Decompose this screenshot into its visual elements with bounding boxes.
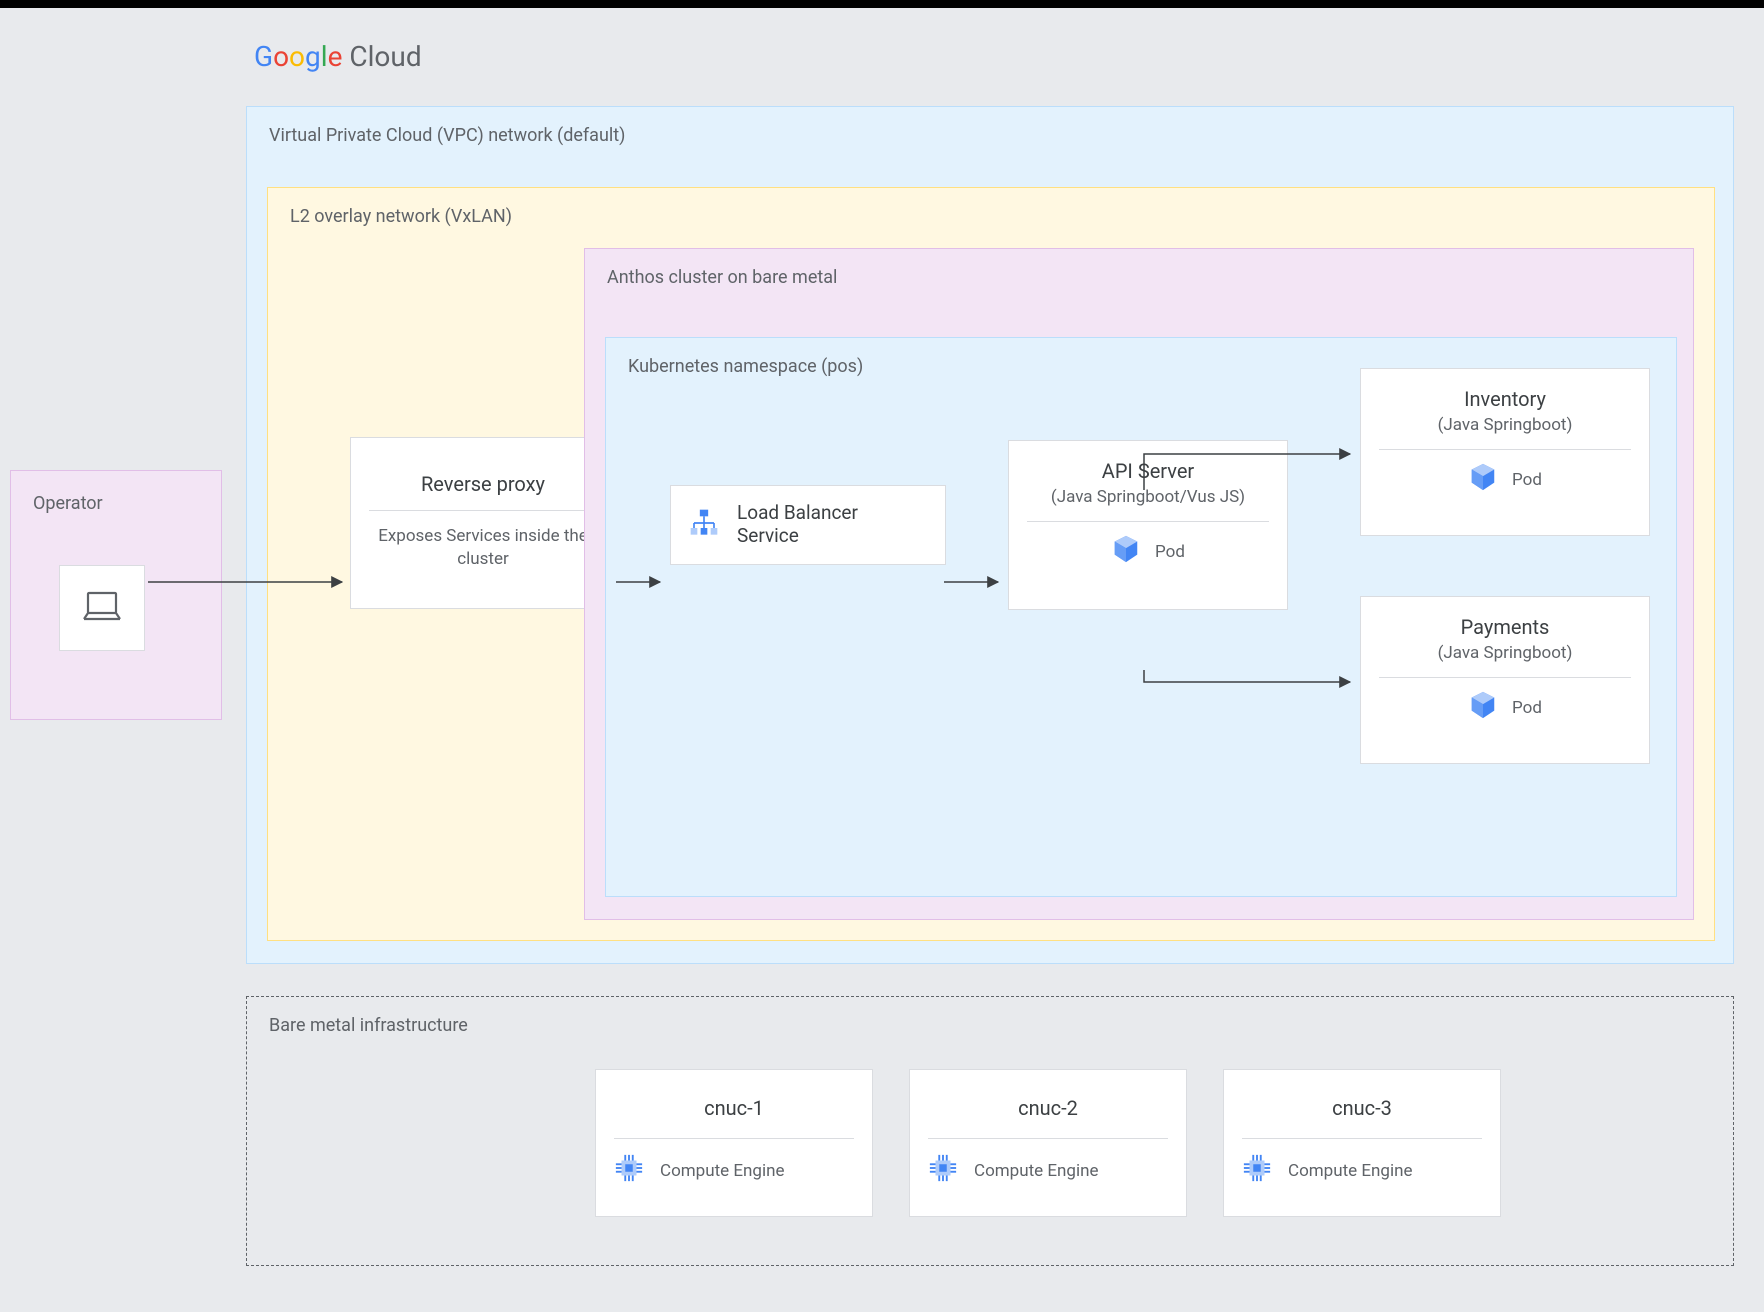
divider [928,1138,1168,1139]
reverse-proxy-title: Reverse proxy [351,472,615,496]
bm1-footer-text: Compute Engine [660,1161,785,1181]
api-server-footer: Pod [1009,534,1287,569]
logo-product: Cloud [349,40,421,73]
google-cloud-logo: Google Cloud [254,40,422,73]
divider [1242,1138,1482,1139]
payments-footer: Pod [1361,690,1649,725]
pod-icon [1111,534,1141,569]
bm-card-1: cnuc-1 Compute Engine [595,1069,873,1217]
bm3-footer-text: Compute Engine [1288,1161,1413,1181]
k8s-boundary: Kubernetes namespace (pos) [605,337,1677,897]
inventory-title: Inventory [1361,387,1649,411]
load-balancer-title: Load BalancerService [737,502,858,548]
bm1-title: cnuc-1 [596,1096,872,1120]
payments-footer-text: Pod [1512,698,1542,718]
compute-engine-icon [614,1153,644,1188]
bm1-footer: Compute Engine [596,1153,872,1188]
api-server-sub: (Java Springboot/Vus JS) [1009,487,1287,507]
compute-engine-icon [1242,1153,1272,1188]
divider [369,510,597,511]
bm3-title: cnuc-3 [1224,1096,1500,1120]
vpc-boundary: Virtual Private Cloud (VPC) network (def… [246,106,1734,964]
divider [1027,521,1269,522]
bm2-title: cnuc-2 [910,1096,1186,1120]
divider [1379,677,1631,678]
operator-boundary: Operator [10,470,222,720]
payments-card: Payments (Java Springboot) Pod [1360,596,1650,764]
operator-label: Operator [33,493,221,514]
reverse-proxy-desc: Exposes Services inside the cluster [369,525,597,571]
laptop-icon [59,565,145,651]
bare-metal-boundary: Bare metal infrastructure cnuc-1 Compute… [246,996,1734,1266]
divider [614,1138,854,1139]
inventory-footer: Pod [1361,462,1649,497]
bm-card-3: cnuc-3 Compute Engine [1223,1069,1501,1217]
l2-label: L2 overlay network (VxLAN) [290,206,512,227]
anthos-boundary: Anthos cluster on bare metal Kubernetes … [584,248,1694,920]
load-balancer-icon [689,508,719,542]
load-balancer-card: Load BalancerService [670,485,946,565]
bm3-footer: Compute Engine [1224,1153,1500,1188]
k8s-label: Kubernetes namespace (pos) [628,356,863,377]
payments-title: Payments [1361,615,1649,639]
api-server-title: API Server [1009,459,1287,483]
pod-icon [1468,462,1498,497]
divider [1379,449,1631,450]
pod-icon [1468,690,1498,725]
inventory-footer-text: Pod [1512,470,1542,490]
compute-engine-icon [928,1153,958,1188]
bm-card-2: cnuc-2 Compute Engine [909,1069,1187,1217]
l2-boundary: L2 overlay network (VxLAN) Reverse proxy… [267,187,1715,941]
api-server-footer-text: Pod [1155,542,1185,562]
api-server-card: API Server (Java Springboot/Vus JS) Pod [1008,440,1288,610]
reverse-proxy-card: Reverse proxy Exposes Services inside th… [350,437,616,609]
bm2-footer-text: Compute Engine [974,1161,1099,1181]
vpc-label: Virtual Private Cloud (VPC) network (def… [269,125,625,146]
inventory-sub: (Java Springboot) [1361,415,1649,435]
top-black-bar [0,0,1764,8]
bm2-footer: Compute Engine [910,1153,1186,1188]
bare-metal-label: Bare metal infrastructure [269,1015,468,1036]
inventory-card: Inventory (Java Springboot) Pod [1360,368,1650,536]
anthos-label: Anthos cluster on bare metal [607,267,837,288]
payments-sub: (Java Springboot) [1361,643,1649,663]
